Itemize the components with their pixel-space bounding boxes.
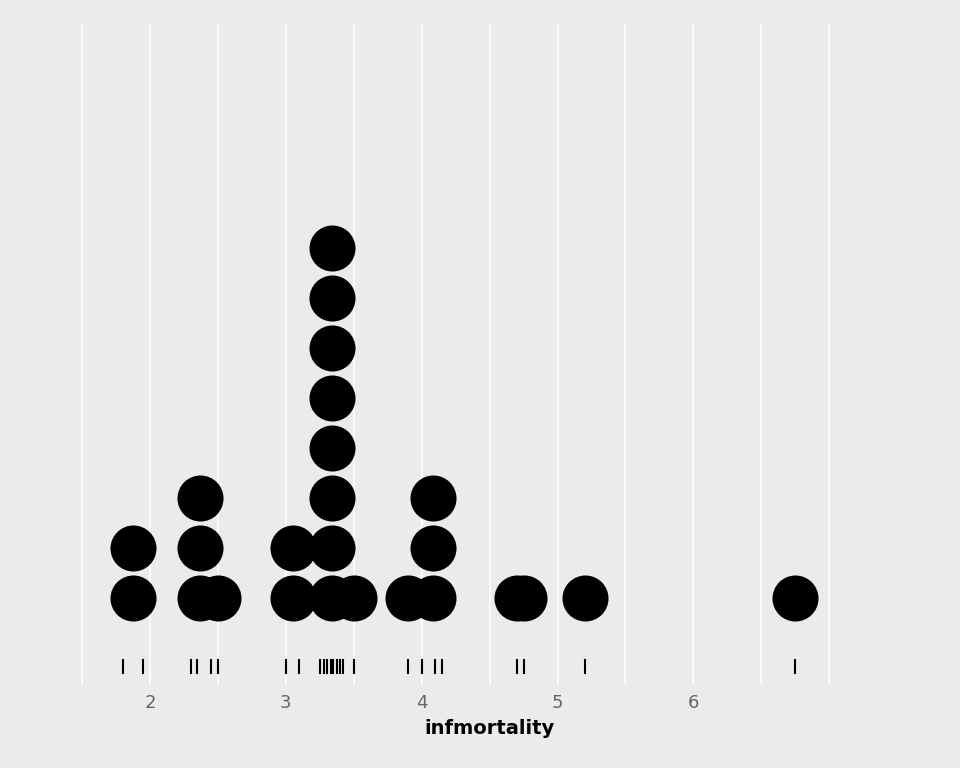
Point	[125, 542, 140, 554]
Point	[324, 542, 340, 554]
Point	[425, 492, 441, 505]
X-axis label: infmortality: infmortality	[424, 719, 555, 738]
Point	[125, 592, 140, 604]
Point	[787, 592, 803, 604]
Point	[346, 592, 361, 604]
Point	[324, 442, 340, 455]
Point	[324, 292, 340, 304]
Point	[324, 492, 340, 505]
Point	[577, 592, 592, 604]
Point	[324, 242, 340, 254]
Point	[400, 592, 416, 604]
Point	[192, 592, 207, 604]
Point	[425, 542, 441, 554]
Point	[509, 592, 524, 604]
Point	[516, 592, 531, 604]
Point	[210, 592, 226, 604]
Point	[425, 592, 441, 604]
Point	[285, 592, 300, 604]
Point	[192, 542, 207, 554]
Point	[324, 392, 340, 405]
Point	[324, 592, 340, 604]
Point	[285, 542, 300, 554]
Point	[192, 492, 207, 505]
Point	[324, 342, 340, 354]
